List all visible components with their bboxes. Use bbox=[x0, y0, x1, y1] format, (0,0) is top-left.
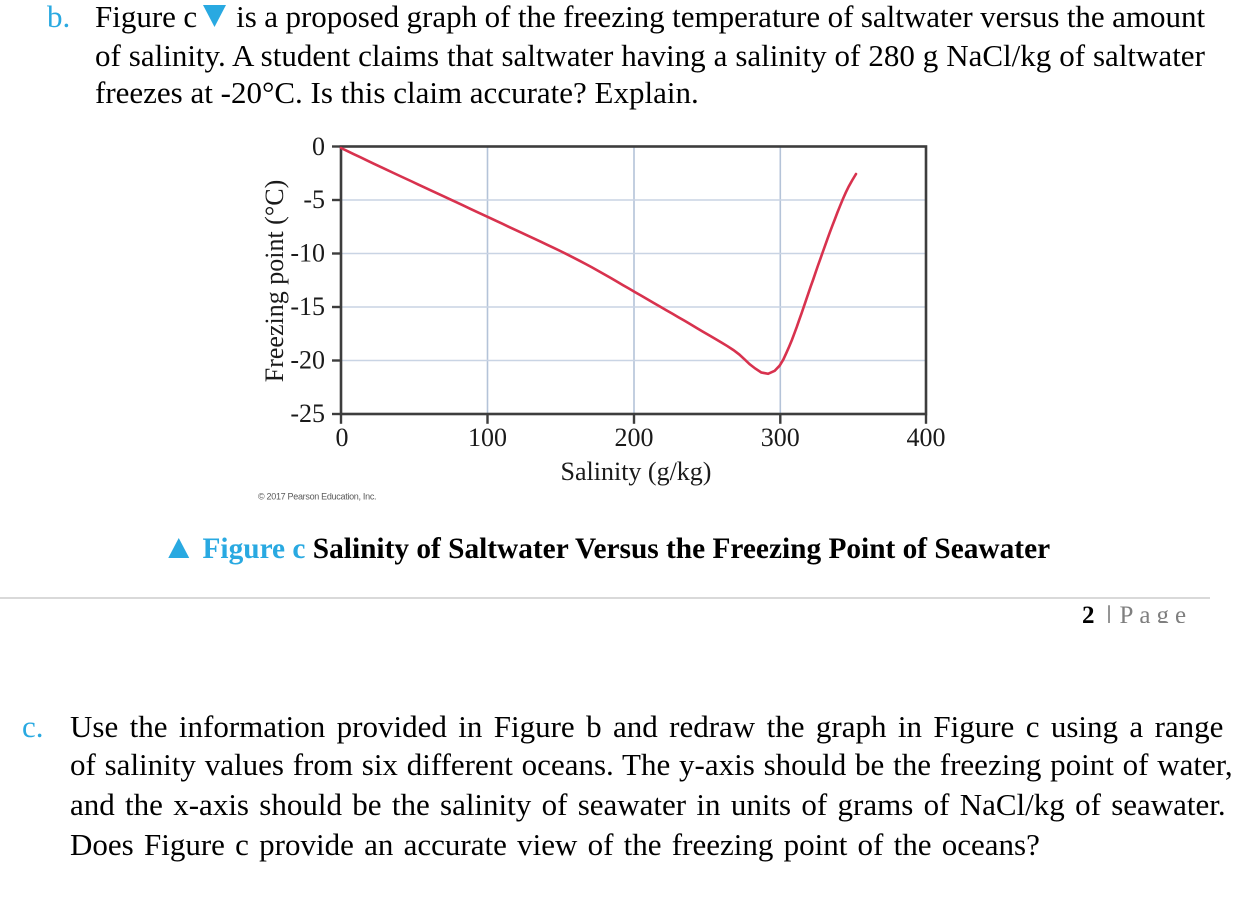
svg-text:100: 100 bbox=[468, 423, 507, 452]
svg-text:400: 400 bbox=[907, 423, 946, 452]
svg-text:-10: -10 bbox=[290, 239, 325, 268]
svg-text:0: 0 bbox=[336, 423, 349, 452]
svg-text:Freezing point (°C): Freezing point (°C) bbox=[260, 180, 289, 382]
svg-text:© 2017 Pearson Education, Inc.: © 2017 Pearson Education, Inc. bbox=[258, 492, 376, 502]
svg-text:Salinity (g/kg): Salinity (g/kg) bbox=[561, 457, 712, 486]
svg-text:-20: -20 bbox=[290, 346, 325, 375]
svg-text:-25: -25 bbox=[290, 399, 325, 428]
svg-text:300: 300 bbox=[761, 423, 800, 452]
svg-text:200: 200 bbox=[615, 423, 654, 452]
svg-text:-5: -5 bbox=[303, 185, 325, 214]
svg-text:-15: -15 bbox=[290, 292, 325, 321]
svg-text:0: 0 bbox=[312, 132, 325, 161]
